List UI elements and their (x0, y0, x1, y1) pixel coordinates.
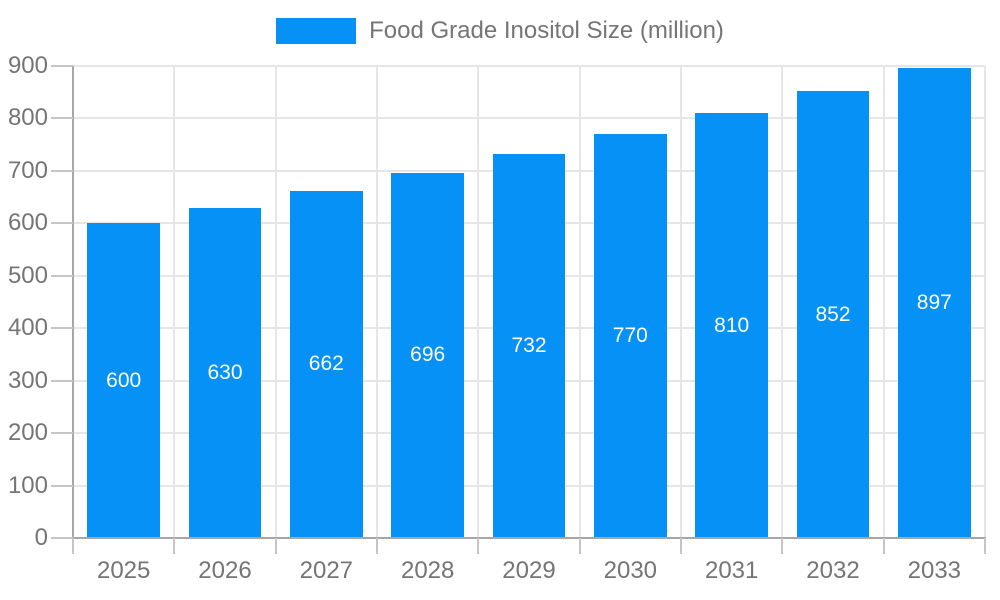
y-axis-line (72, 66, 74, 538)
legend-label[interactable]: Food Grade Inositol Size (million) (369, 17, 724, 44)
y-axis-tick (51, 117, 73, 120)
y-axis-tick-label: 100 (7, 471, 48, 499)
y-axis-tick-label: 500 (7, 261, 48, 289)
x-axis-tick (781, 538, 784, 554)
bar-value-label: 630 (207, 360, 243, 384)
y-axis-tick-label: 0 (34, 524, 48, 551)
bar[interactable] (796, 91, 870, 537)
x-axis-line (72, 537, 986, 539)
x-axis-tick (882, 538, 885, 554)
gridline-v (376, 66, 378, 538)
x-axis-tick (274, 538, 277, 554)
bar[interactable] (695, 113, 768, 537)
bar-value-label: 696 (410, 343, 446, 367)
x-axis-category-label: 2032 (806, 557, 860, 584)
bar[interactable] (594, 134, 667, 537)
bar[interactable] (188, 207, 262, 537)
gridline-v (781, 66, 784, 538)
y-axis-tick (51, 274, 73, 277)
y-axis-tick (51, 484, 73, 487)
bar[interactable] (87, 223, 160, 537)
gridline-v (274, 66, 277, 538)
y-axis-tick-label: 900 (7, 52, 48, 79)
gridline-h (73, 65, 985, 67)
x-axis-tick (376, 538, 378, 554)
y-axis-tick-label: 300 (7, 366, 48, 394)
y-axis-tick (51, 327, 73, 330)
x-axis-category-label: 2029 (502, 557, 556, 584)
bar[interactable] (492, 154, 566, 537)
gridline-v (477, 66, 480, 538)
x-axis-category-label: 2026 (198, 557, 252, 584)
gridline-v (173, 66, 176, 538)
gridline-h (73, 117, 985, 120)
legend: Food Grade Inositol Size (million) (0, 17, 1000, 45)
bar-value-label: 897 (916, 290, 952, 314)
bar[interactable] (898, 67, 971, 537)
bar-value-label: 810 (714, 313, 750, 337)
x-axis-tick (680, 538, 682, 554)
y-axis-tick (51, 432, 73, 435)
y-axis-tick-label: 200 (7, 419, 48, 447)
y-axis-tick (51, 537, 73, 539)
x-axis-tick (173, 538, 176, 554)
bar-value-label: 770 (612, 324, 648, 348)
x-axis-tick (984, 538, 986, 554)
x-axis-category-label: 2033 (907, 557, 962, 584)
gridline-v (882, 66, 885, 538)
gridline-v (578, 66, 581, 538)
gridline-v (984, 66, 986, 538)
bar-value-label: 852 (815, 302, 851, 326)
x-axis-category-label: 2027 (299, 557, 354, 584)
x-axis-category-label: 2028 (400, 557, 455, 584)
y-axis-tick-label: 400 (7, 314, 48, 342)
x-axis-tick (72, 538, 74, 554)
y-axis-tick-label: 700 (7, 156, 48, 184)
y-axis-tick-label: 800 (7, 104, 48, 132)
x-axis-tick (578, 538, 581, 554)
y-axis-tick (51, 222, 73, 225)
bar[interactable] (391, 172, 464, 537)
gridline-v (680, 66, 682, 538)
x-axis-category-label: 2030 (603, 557, 658, 584)
bar-value-label: 732 (511, 334, 547, 358)
bar-value-label: 662 (308, 352, 344, 376)
x-axis-tick (477, 538, 480, 554)
y-axis-tick (51, 379, 73, 382)
legend-swatch[interactable] (276, 18, 357, 44)
bar-value-label: 600 (106, 368, 142, 392)
y-axis-tick (51, 65, 73, 67)
bar[interactable] (290, 190, 363, 537)
y-axis-tick (51, 169, 73, 172)
x-axis-category-label: 2031 (704, 557, 759, 584)
x-axis-category-label: 2025 (96, 557, 151, 584)
y-axis-tick-label: 600 (7, 209, 48, 237)
